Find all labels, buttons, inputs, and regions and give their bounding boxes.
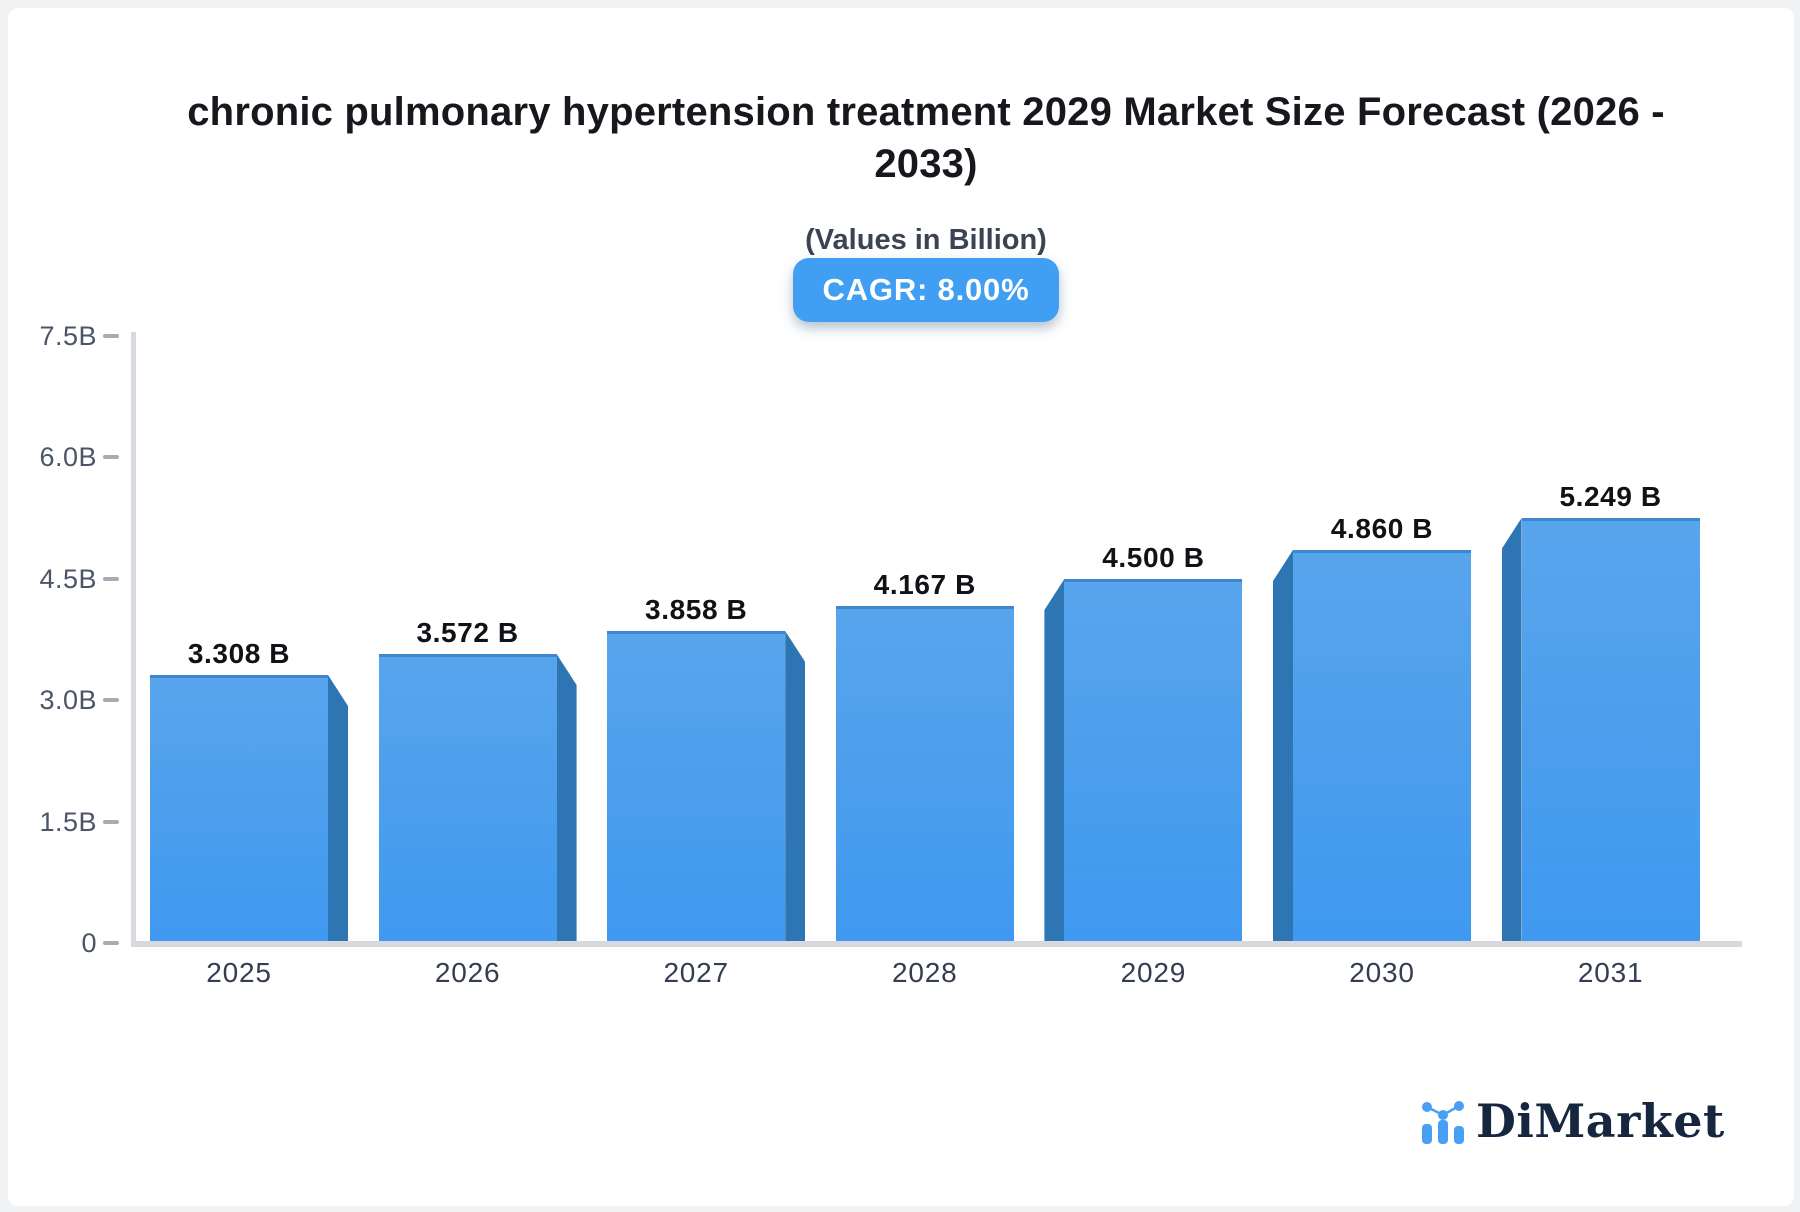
cagr-badge: CAGR: 8.00% bbox=[792, 258, 1060, 322]
y-tick-label: 1.5B bbox=[39, 806, 97, 837]
bar-2026 bbox=[378, 654, 557, 943]
dimarket-logo-icon bbox=[1422, 1101, 1464, 1144]
bar-side-face bbox=[1044, 579, 1065, 943]
bar-value-label: 3.308 B bbox=[187, 638, 291, 669]
bar-value-label: 4.860 B bbox=[1330, 513, 1434, 544]
brand-name: DiMarket bbox=[1476, 1094, 1725, 1148]
bar-side-face bbox=[556, 654, 577, 943]
bar-side-face bbox=[785, 631, 806, 943]
y-tick-label: 6.0B bbox=[39, 442, 97, 473]
bar-value-label: 4.167 B bbox=[873, 569, 976, 600]
bar-2030 bbox=[1293, 550, 1471, 943]
x-axis-baseline bbox=[131, 941, 1742, 947]
bar-2027 bbox=[607, 631, 786, 943]
bar-2025 bbox=[150, 675, 328, 943]
x-axis-label-2027: 2027 bbox=[663, 957, 729, 988]
y-tick-label: 4.5B bbox=[39, 563, 97, 594]
y-tick-mark bbox=[103, 941, 119, 945]
x-axis-label-2025: 2025 bbox=[206, 957, 272, 988]
x-axis-label-2031: 2031 bbox=[1577, 957, 1644, 988]
x-axis-label-2028: 2028 bbox=[892, 957, 958, 988]
y-tick-mark bbox=[103, 576, 119, 581]
y-tick-label: 7.5B bbox=[39, 321, 97, 352]
bar-2028 bbox=[835, 606, 1014, 943]
brand-logo: DiMarket bbox=[1420, 1098, 1725, 1144]
chart-subtitle: (Values in Billion) bbox=[805, 224, 1047, 256]
cagr-badge-row: CAGR: 8.00% bbox=[131, 258, 1721, 322]
y-tick-label: 0 bbox=[81, 928, 97, 958]
y-tick-mark bbox=[103, 455, 119, 460]
bar-value-label: 3.572 B bbox=[416, 617, 519, 648]
x-axis-label-2026: 2026 bbox=[434, 957, 501, 988]
bar-2031 bbox=[1521, 518, 1700, 943]
bar-value-label: 3.858 B bbox=[645, 594, 748, 625]
bar-2029 bbox=[1064, 579, 1243, 943]
y-tick-mark bbox=[103, 819, 119, 824]
y-tick-mark bbox=[103, 698, 119, 703]
bar-side-face bbox=[1273, 550, 1293, 943]
x-axis-label-2030: 2030 bbox=[1349, 957, 1415, 988]
bar-side-face bbox=[328, 675, 348, 943]
bar-value-label: 4.500 B bbox=[1102, 542, 1205, 573]
bar-value-label: 5.249 B bbox=[1559, 481, 1662, 512]
y-tick-mark bbox=[103, 334, 119, 339]
y-tick-label: 3.0B bbox=[39, 685, 97, 716]
x-axis-label-2029: 2029 bbox=[1120, 957, 1187, 988]
y-axis-line bbox=[131, 332, 136, 947]
chart-title: chronic pulmonary hypertension treatment… bbox=[187, 90, 1665, 186]
bar-side-face bbox=[1501, 518, 1522, 943]
